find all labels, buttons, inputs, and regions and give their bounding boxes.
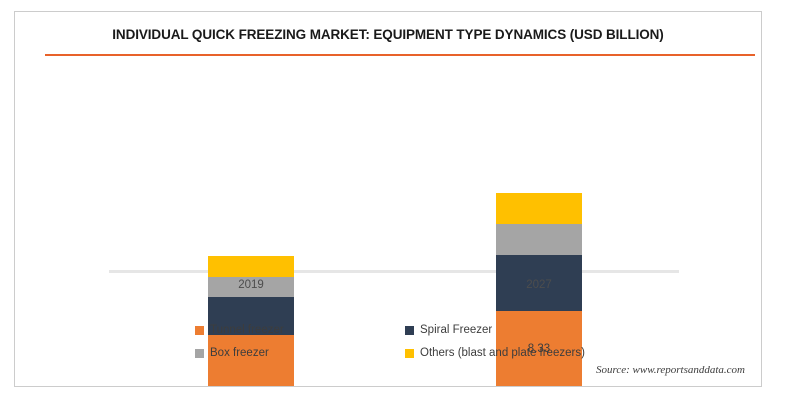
bar-segment-others-2019[interactable] [208, 256, 294, 277]
chart-container: INDIVIDUAL QUICK FREEZING MARKET: EQUIPM… [14, 11, 762, 387]
legend-swatch-icon [195, 348, 204, 358]
chart-legend: Tunnel freezer Spiral Freezer Box freeze… [195, 324, 665, 359]
chart-title: INDIVIDUAL QUICK FREEZING MARKET: EQUIPM… [112, 27, 664, 42]
legend-label: Others (blast and plate freezers) [420, 347, 585, 359]
bar-segment-tunnel-freezer-2027[interactable]: 8.33 [496, 311, 582, 386]
x-axis-tick-label-2027: 2027 [526, 279, 552, 291]
x-axis-line [109, 270, 679, 273]
legend-item-tunnel-freezer[interactable]: Tunnel freezer [195, 324, 405, 336]
legend-item-spiral-freezer[interactable]: Spiral Freezer [405, 324, 665, 336]
legend-swatch-icon [405, 325, 414, 335]
legend-item-box-freezer[interactable]: Box freezer [195, 347, 405, 359]
legend-label: Tunnel freezer [210, 324, 284, 336]
bar-value-label: 8.33 [527, 342, 551, 355]
title-underline-rule [45, 54, 755, 56]
x-axis-tick-label-2019: 2019 [238, 279, 264, 291]
stacked-bar-2027[interactable]: 8.33 [496, 193, 582, 386]
legend-item-others[interactable]: Others (blast and plate freezers) [405, 347, 665, 359]
stacked-bar-2019[interactable] [208, 256, 294, 386]
bar-segment-others-2027[interactable] [496, 193, 582, 224]
legend-swatch-icon [405, 348, 414, 358]
legend-swatch-icon [195, 325, 204, 335]
bar-segment-tunnel-freezer-2019[interactable] [208, 335, 294, 386]
source-attribution: Source: www.reportsanddata.com [596, 364, 745, 376]
bar-segment-spiral-freezer-2027[interactable] [496, 255, 582, 311]
plot-area: 8.33 2019 2027 [15, 12, 761, 386]
legend-label: Box freezer [210, 347, 269, 359]
bar-segment-box-freezer-2027[interactable] [496, 224, 582, 255]
bar-segment-spiral-freezer-2019[interactable] [208, 297, 294, 335]
bar-segment-box-freezer-2019[interactable] [208, 277, 294, 297]
legend-label: Spiral Freezer [420, 324, 493, 336]
